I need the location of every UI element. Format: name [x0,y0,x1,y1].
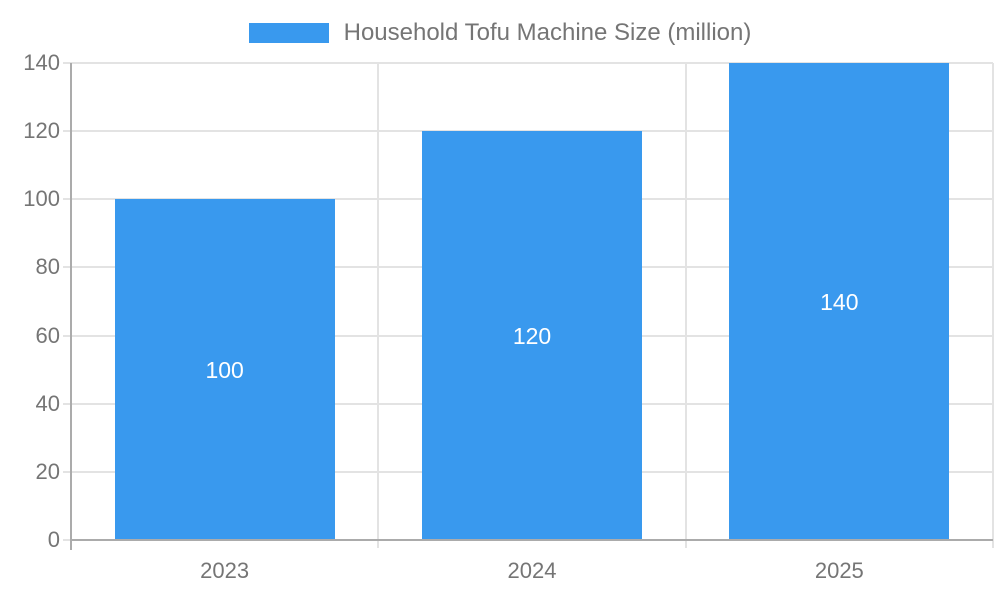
bar-2023[interactable] [114,199,335,540]
y-axis-tick-label: 0 [47,527,60,552]
chart-legend[interactable]: Household Tofu Machine Size (million) [0,19,1000,47]
y-axis-tick-label: 40 [35,390,60,416]
y-axis-tick [63,470,71,473]
y-axis-tick-label: 20 [35,458,60,484]
x-axis-line [71,539,993,541]
x-axis-label-2023: 2023 [200,558,250,583]
y-axis-tick [63,402,71,405]
x-axis-label-2025: 2025 [814,558,864,583]
y-axis-tick-label: 60 [35,322,60,348]
y-axis-tick [63,539,71,541]
bar-2025[interactable] [729,63,950,540]
x-axis-tick [377,540,380,548]
x-axis-tick [992,540,994,548]
legend-swatch [248,23,329,43]
y-axis-tick [63,266,71,269]
y-gridline [71,62,993,64]
y-axis-tick [63,334,71,337]
x-axis-tick [684,540,687,548]
bar-2024[interactable] [422,131,642,540]
x-gridline [684,63,687,540]
bar-value-label: 140 [820,288,859,315]
y-axis-tick-label: 140 [23,50,60,75]
y-axis-tick [63,198,71,201]
legend-label: Household Tofu Machine Size (million) [343,19,752,46]
y-axis-tick-label: 80 [35,254,60,280]
y-axis-tick [63,62,71,64]
y-axis-line [70,63,72,550]
x-axis-label-2024: 2024 [507,558,557,583]
y-axis-tick [63,130,71,133]
x-gridline [992,63,994,540]
bar-value-label: 120 [512,322,552,349]
y-axis-tick-label: 100 [23,186,60,212]
x-gridline [377,63,380,540]
bar-value-label: 100 [205,356,244,383]
y-axis-tick-label: 120 [23,118,60,144]
